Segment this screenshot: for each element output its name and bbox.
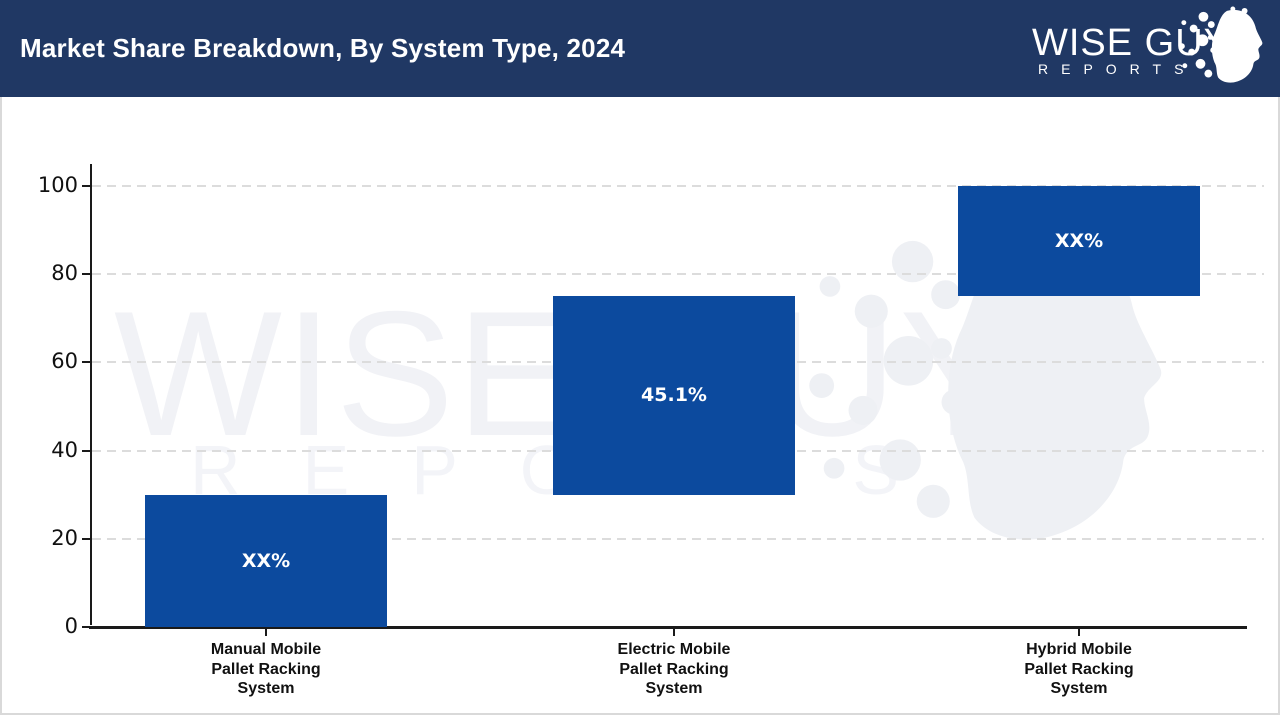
y-axis-tick <box>82 537 91 540</box>
x-axis-tick <box>1078 629 1080 636</box>
y-axis-tick-label: 0 <box>64 614 78 638</box>
x-axis-category-line: System <box>237 680 295 697</box>
y-axis-tick-label: 20 <box>51 525 78 550</box>
y-gridline <box>92 185 1264 187</box>
x-axis-category-line: System <box>645 680 703 697</box>
y-axis-tick-label: 40 <box>51 437 78 462</box>
x-axis-category-line: System <box>1050 680 1108 697</box>
y-axis-tick <box>82 449 91 452</box>
y-axis-tick <box>82 626 91 628</box>
bar-value-label: XX% <box>1054 229 1104 252</box>
logo-subtext: REPORTS <box>1038 61 1196 77</box>
y-axis-tick <box>82 273 91 276</box>
y-gridline <box>92 537 1264 540</box>
y-axis-tick <box>82 361 91 364</box>
x-axis-category-line: Electric Mobile <box>617 641 731 658</box>
y-axis-spine <box>90 164 92 625</box>
market-share-bar: XX% <box>958 186 1200 296</box>
x-axis-tick <box>673 629 675 636</box>
bar-value-label: XX% <box>241 549 291 572</box>
market-share-bar: XX% <box>145 494 387 627</box>
market-share-bar: 45.1% <box>553 295 795 495</box>
x-axis-category-line: Manual Mobile <box>210 641 322 658</box>
x-axis-category-label: Hybrid Mobile Pallet Racking System <box>919 640 1239 699</box>
x-axis-category-label: Electric Mobile Pallet Racking System <box>514 640 834 699</box>
chart-title: Market Share Breakdown, By System Type, … <box>20 33 626 63</box>
x-axis-category-line: Pallet Racking <box>1024 660 1134 678</box>
bar-value-label: 45.1% <box>641 384 707 407</box>
watermark-face-icon <box>809 218 1162 540</box>
x-axis-spine <box>89 626 1247 629</box>
logo-face-icon <box>1178 6 1263 83</box>
x-axis-category-label: Manual Mobile Pallet Racking System <box>106 640 426 699</box>
x-axis-category-line: Pallet Racking <box>211 660 321 678</box>
x-axis-category-line: Pallet Racking <box>619 660 729 678</box>
wiseguy-logo: WISE GUY REPORTS <box>1032 6 1263 83</box>
y-axis-tick-label: 60 <box>51 349 78 374</box>
y-axis-tick-label: 80 <box>51 261 78 286</box>
y-axis-tick <box>82 185 91 187</box>
header-banner: Market Share Breakdown, By System Type, … <box>0 0 1280 97</box>
y-gridline <box>92 273 1264 276</box>
y-axis-tick-label: 100 <box>37 173 78 197</box>
x-axis-category-line: Hybrid Mobile <box>1026 641 1132 658</box>
x-axis-tick <box>265 629 267 636</box>
